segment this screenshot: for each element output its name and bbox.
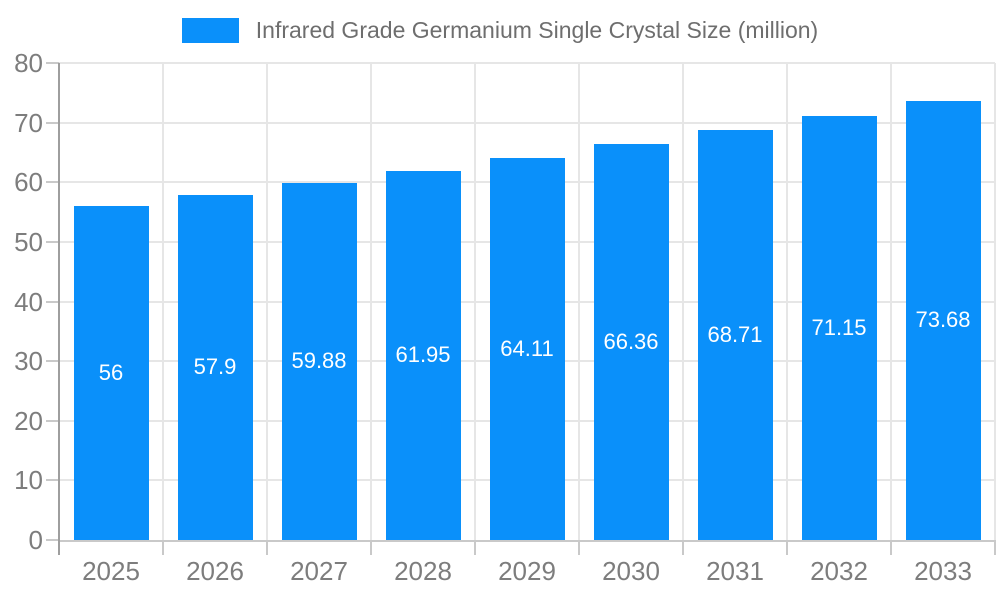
- x-axis-label-2027: 2027: [290, 556, 348, 586]
- bar-value-label: 71.15: [811, 314, 867, 340]
- bar-value-label: 57.9: [193, 354, 237, 380]
- y-axis-tick: [46, 240, 59, 243]
- y-axis-tick: [46, 360, 59, 363]
- y-axis-label: 0: [28, 525, 43, 555]
- bar-2031: 68.71: [697, 130, 773, 540]
- bar-2027: 59.88: [281, 182, 357, 540]
- y-axis-label: 50: [14, 226, 43, 257]
- gridline-horizontal: [59, 62, 995, 64]
- gridline-vertical: [786, 63, 788, 540]
- bar-2028: 61.95: [385, 170, 461, 540]
- y-axis-label: 20: [14, 405, 43, 436]
- y-axis-label: 80: [14, 48, 43, 78]
- x-axis-tick: [370, 540, 372, 555]
- y-axis-tick: [46, 419, 59, 422]
- y-axis-line: [58, 63, 60, 555]
- bar-value-label: 64.11: [500, 335, 554, 361]
- gridline-vertical: [474, 63, 476, 540]
- bar-2033: 73.68: [905, 100, 981, 540]
- gridline-vertical: [266, 63, 268, 540]
- legend-label: Infrared Grade Germanium Single Crystal …: [255, 17, 819, 43]
- bar-value-label: 73.68: [915, 307, 971, 333]
- x-axis-tick: [162, 540, 164, 555]
- x-axis-label-2029: 2029: [498, 556, 556, 586]
- gridline-vertical: [994, 63, 996, 540]
- y-axis-label: 30: [14, 346, 43, 377]
- y-axis-tick: [46, 539, 59, 541]
- legend[interactable]: Infrared Grade Germanium Single Crystal …: [0, 17, 1000, 44]
- gridline-vertical: [578, 63, 580, 540]
- legend-swatch: [181, 18, 239, 43]
- gridline-vertical: [890, 63, 892, 540]
- bar-2026: 57.9: [177, 194, 253, 540]
- x-axis-tick: [266, 540, 268, 555]
- y-axis-tick: [46, 121, 59, 124]
- bar-value-label: 61.95: [395, 342, 451, 368]
- x-axis-tick: [786, 540, 788, 555]
- bar-value-label: 68.71: [707, 322, 763, 348]
- x-axis-label-2031: 2031: [706, 556, 764, 586]
- bar-value-label: 66.36: [603, 329, 659, 355]
- x-axis-label-2033: 2033: [914, 556, 972, 586]
- gridline-vertical: [682, 63, 684, 540]
- x-axis-tick: [682, 540, 684, 555]
- gridline-vertical: [370, 63, 372, 540]
- bar-value-label: 59.88: [291, 348, 347, 374]
- y-axis-label: 10: [14, 465, 43, 496]
- x-axis-label-2032: 2032: [810, 556, 868, 586]
- y-axis-tick: [46, 181, 59, 184]
- bar-2032: 71.15: [801, 115, 877, 540]
- y-axis-tick: [46, 479, 59, 482]
- gridline-horizontal: [59, 121, 995, 124]
- x-axis-label-2026: 2026: [186, 556, 244, 586]
- x-axis-tick: [474, 540, 476, 555]
- x-axis-label-2025: 2025: [82, 556, 140, 586]
- gridline-vertical: [162, 63, 164, 540]
- y-axis-tick: [46, 62, 59, 64]
- y-axis-label: 60: [14, 167, 43, 198]
- y-axis-tick: [46, 300, 59, 303]
- bar-2029: 64.11: [489, 157, 565, 540]
- y-axis-label: 40: [14, 286, 43, 317]
- y-axis-label: 70: [14, 107, 43, 138]
- x-axis-tick: [578, 540, 580, 555]
- bar-2025: 56: [73, 206, 149, 540]
- bar-value-label: 56: [98, 360, 124, 386]
- x-axis-tick: [994, 540, 996, 555]
- plot-area: 0 10 20 30 40 50 60 70 80 56 2025 57.9 2026 59.88 2027…: [14, 50, 996, 584]
- bar-2030: 66.36: [593, 144, 669, 540]
- x-axis-label-2030: 2030: [602, 556, 660, 586]
- x-axis-line: [58, 540, 996, 542]
- x-axis-label-2028: 2028: [394, 556, 452, 586]
- x-axis-tick: [890, 540, 892, 555]
